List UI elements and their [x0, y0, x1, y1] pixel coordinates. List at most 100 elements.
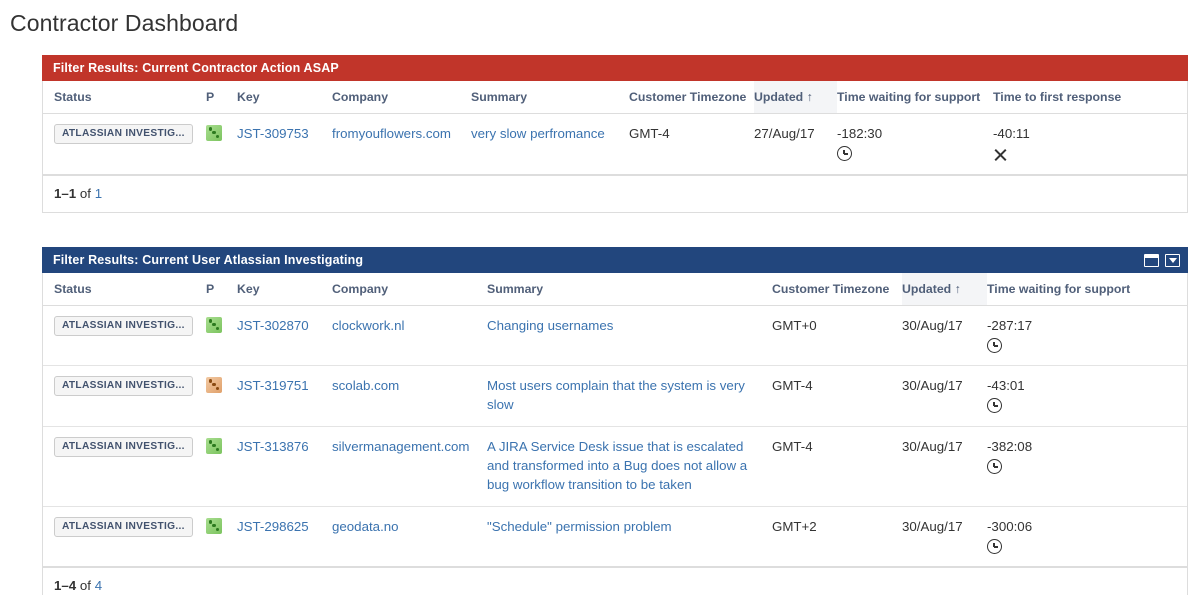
cell-summary: very slow perfromance: [471, 113, 629, 175]
cell-priority: [206, 305, 237, 366]
column-header-customer-timezone[interactable]: Customer Timezone: [772, 273, 902, 306]
gadget1-pager: 1–1 of 1: [43, 175, 1187, 212]
cell-customer-timezone: GMT+0: [772, 305, 902, 366]
table-row[interactable]: ATLASSIAN INVESTIG... JST-298625 geodata…: [43, 506, 1187, 567]
column-header-summary[interactable]: Summary: [487, 273, 772, 306]
gadget1-title: Filter Results: Current Contractor Actio…: [53, 61, 339, 75]
cell-summary: Most users complain that the system is v…: [487, 365, 772, 427]
column-header-status[interactable]: Status: [43, 81, 206, 114]
cell-priority: [206, 113, 237, 175]
issue-key-link[interactable]: JST-313876: [237, 439, 309, 454]
column-header-status[interactable]: Status: [43, 273, 206, 306]
time-waiting-value: -43:01: [987, 378, 1025, 393]
cell-status: ATLASSIAN INVESTIG...: [43, 113, 206, 175]
pager-of: of: [79, 186, 91, 201]
summary-link[interactable]: Most users complain that the system is v…: [487, 378, 745, 412]
pager-total[interactable]: 4: [94, 578, 103, 593]
table-row[interactable]: ATLASSIAN INVESTIG... JST-302870 clockwo…: [43, 305, 1187, 366]
summary-link[interactable]: Changing usernames: [487, 318, 614, 333]
gadget1-table: Status P Key Company Summary Customer Ti…: [43, 81, 1187, 175]
cell-company: silvermanagement.com: [332, 426, 487, 507]
column-header-priority[interactable]: P: [206, 273, 237, 306]
table-row[interactable]: ATLASSIAN INVESTIG... JST-319751 scolab.…: [43, 365, 1187, 427]
gadget2-title: Filter Results: Current User Atlassian I…: [53, 253, 364, 267]
company-link[interactable]: geodata.no: [332, 519, 399, 534]
time-waiting-value: -287:17: [987, 318, 1033, 333]
summary-link[interactable]: A JIRA Service Desk issue that is escala…: [487, 439, 748, 492]
page-title: Contractor Dashboard: [10, 10, 239, 36]
cell-updated: 30/Aug/17: [902, 305, 987, 366]
column-header-time-waiting-for-support[interactable]: Time waiting for support: [987, 273, 1187, 306]
gadget2-rows: ATLASSIAN INVESTIG... JST-302870 clockwo…: [43, 305, 1187, 567]
company-link[interactable]: fromyouflowers.com: [332, 126, 451, 141]
priority-green-icon: [206, 438, 222, 454]
column-header-updated[interactable]: Updated ↑: [902, 273, 987, 306]
company-link[interactable]: scolab.com: [332, 378, 400, 393]
gadget1-header: Filter Results: Current Contractor Actio…: [42, 55, 1188, 81]
gadget1-body: Status P Key Company Summary Customer Ti…: [42, 81, 1188, 213]
cell-priority: [206, 365, 237, 427]
column-header-updated[interactable]: Updated ↑: [754, 81, 837, 114]
priority-green-icon: [206, 125, 222, 141]
table-row[interactable]: ATLASSIAN INVESTIG... JST-313876 silverm…: [43, 426, 1187, 507]
clock-icon: [837, 146, 852, 161]
time-waiting-value: -382:08: [987, 439, 1033, 454]
column-header-priority[interactable]: P: [206, 81, 237, 114]
minimize-icon[interactable]: [1144, 253, 1159, 267]
summary-link[interactable]: "Schedule" permission problem: [487, 519, 672, 534]
column-header-updated-label: Updated: [902, 282, 952, 296]
company-link[interactable]: silvermanagement.com: [332, 439, 470, 454]
column-header-key[interactable]: Key: [237, 273, 332, 306]
column-header-summary[interactable]: Summary: [471, 81, 629, 114]
cell-status: ATLASSIAN INVESTIG...: [43, 506, 206, 567]
priority-orange-icon: [206, 377, 222, 393]
column-header-time-waiting-for-support[interactable]: Time waiting for support: [837, 81, 993, 114]
cell-updated: 30/Aug/17: [902, 365, 987, 427]
time-first-response-value: -40:11: [993, 126, 1030, 141]
company-link[interactable]: clockwork.nl: [332, 318, 405, 333]
gadget-current-user-atlassian-investigating: Filter Results: Current User Atlassian I…: [42, 247, 1188, 595]
status-badge: ATLASSIAN INVESTIG...: [54, 316, 193, 336]
cell-updated: 30/Aug/17: [902, 426, 987, 507]
cell-customer-timezone: GMT-4: [772, 426, 902, 507]
summary-link[interactable]: very slow perfromance: [471, 126, 605, 141]
clock-icon: [987, 539, 1002, 554]
cell-company: scolab.com: [332, 365, 487, 427]
issue-key-link[interactable]: JST-302870: [237, 318, 309, 333]
issue-key-link[interactable]: JST-319751: [237, 378, 309, 393]
status-badge: ATLASSIAN INVESTIG...: [54, 517, 193, 537]
cell-summary: Changing usernames: [487, 305, 772, 366]
issue-key-link[interactable]: JST-309753: [237, 126, 309, 141]
sort-ascending-icon: ↑: [806, 90, 813, 104]
pager-total[interactable]: 1: [94, 186, 103, 201]
column-header-key[interactable]: Key: [237, 81, 332, 114]
pager-of: of: [79, 578, 91, 593]
column-header-company[interactable]: Company: [332, 273, 487, 306]
cell-status: ATLASSIAN INVESTIG...: [43, 305, 206, 366]
priority-green-icon: [206, 518, 222, 534]
column-header-customer-timezone[interactable]: Customer Timezone: [629, 81, 754, 114]
gadget-menu-icon[interactable]: [1165, 253, 1180, 267]
cell-summary: A JIRA Service Desk issue that is escala…: [487, 426, 772, 507]
cell-time-first-response: -40:11: [993, 113, 1187, 175]
cell-status: ATLASSIAN INVESTIG...: [43, 426, 206, 507]
cross-icon: [993, 147, 1008, 162]
cell-time-waiting: -287:17: [987, 305, 1187, 366]
gadget2-pager: 1–4 of 4: [43, 567, 1187, 595]
cell-key: JST-302870: [237, 305, 332, 366]
issue-key-link[interactable]: JST-298625: [237, 519, 309, 534]
gadget2-body: Status P Key Company Summary Customer Ti…: [42, 273, 1188, 595]
gadget1-header-row: Status P Key Company Summary Customer Ti…: [43, 81, 1187, 114]
cell-key: JST-309753: [237, 113, 332, 175]
column-header-company[interactable]: Company: [332, 81, 471, 114]
pager-range: 1–4: [54, 578, 77, 593]
cell-time-waiting: -382:08: [987, 426, 1187, 507]
status-badge: ATLASSIAN INVESTIG...: [54, 124, 193, 144]
table-row[interactable]: ATLASSIAN INVESTIG... JST-309753 fromyou…: [43, 113, 1187, 175]
cell-time-waiting: -43:01: [987, 365, 1187, 427]
column-header-time-to-first-response[interactable]: Time to first response: [993, 81, 1187, 114]
status-badge: ATLASSIAN INVESTIG...: [54, 437, 193, 457]
cell-priority: [206, 506, 237, 567]
cell-customer-timezone: GMT-4: [772, 365, 902, 427]
